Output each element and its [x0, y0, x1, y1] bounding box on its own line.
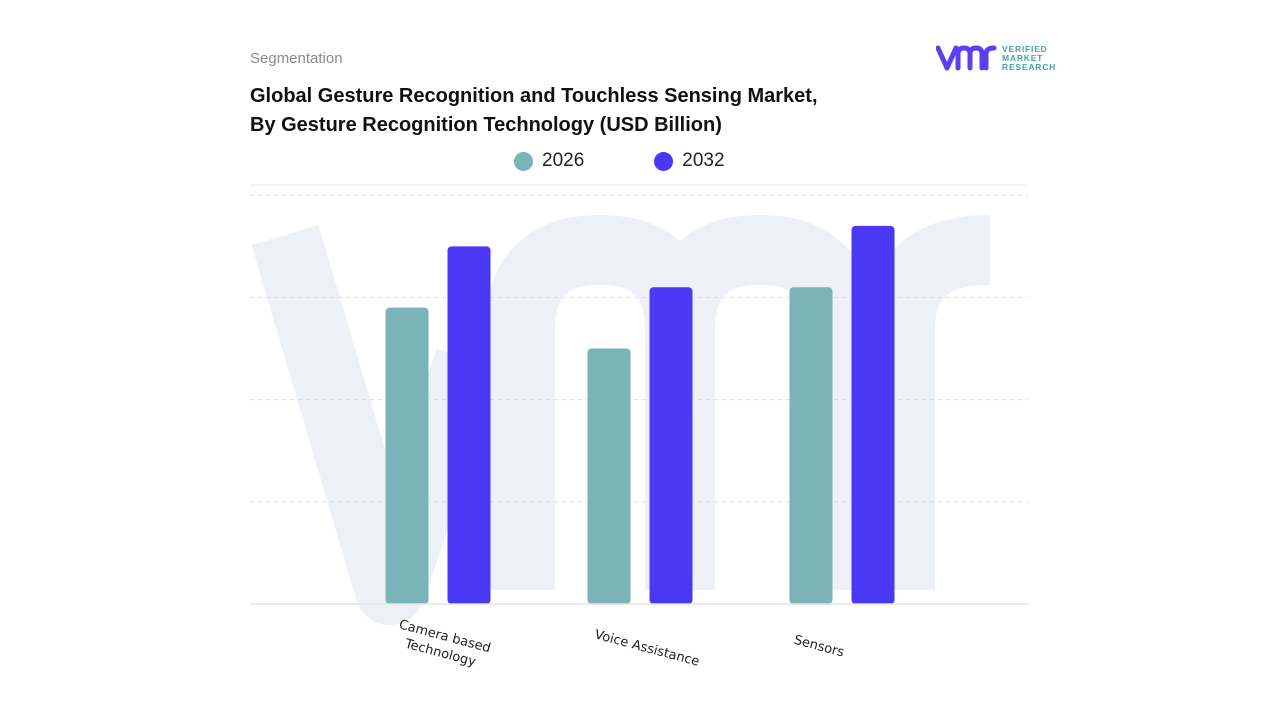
- logo-line-1: VERIFIED: [1002, 43, 1048, 54]
- bar-1-2026: [587, 348, 631, 604]
- chart-title-line-2: By Gesture Recognition Technology (USD B…: [250, 114, 722, 136]
- chart-grid: [250, 194, 1028, 503]
- legend-dot-2026: [514, 151, 533, 171]
- vmr-logo-icon: [936, 45, 997, 71]
- x-tick-label-1-line-0: Voice Assistance: [593, 627, 701, 669]
- chart-title-line-1: Global Gesture Recognition and Touchless…: [250, 85, 818, 107]
- vmr-logo-text: VERIFIED MARKET RESEARCH: [1002, 43, 1057, 72]
- logo-line-2: MARKET: [1002, 52, 1044, 63]
- legend-dot-2032: [654, 151, 674, 171]
- legend-item-2026: 2026: [514, 150, 584, 172]
- chart-legend: 2026 2032: [514, 150, 795, 172]
- x-tick-labels: Camera basedTechnology Voice Assistance Se…: [393, 617, 846, 672]
- x-tick-label-2-line-0: Sensors: [792, 633, 846, 661]
- logo-line-3: RESEARCH: [1002, 61, 1057, 72]
- chart-bars: [385, 225, 895, 604]
- bar-0-2032: [447, 246, 491, 604]
- legend-label-2026: 2026: [542, 150, 585, 171]
- segment-label: Segmentation: [250, 50, 343, 67]
- bar-1-2032: [649, 287, 693, 604]
- bar-0-2026: [385, 307, 429, 604]
- chart-title: Global Gesture Recognition and Touchless…: [250, 82, 818, 140]
- x-tick-label-1: Voice Assistance: [593, 627, 701, 669]
- legend-label-2032: 2032: [682, 150, 725, 171]
- bar-2-2026: [789, 287, 833, 604]
- vmr-logo: VERIFIED MARKET RESEARCH: [936, 44, 1056, 72]
- x-tick-label-2: Sensors: [792, 633, 846, 661]
- x-tick-label-0: Camera basedTechnology: [393, 617, 492, 672]
- legend-item-2032: 2032: [654, 150, 725, 172]
- vmr-watermark: [251, 214, 992, 625]
- bar-2-2032: [851, 225, 895, 604]
